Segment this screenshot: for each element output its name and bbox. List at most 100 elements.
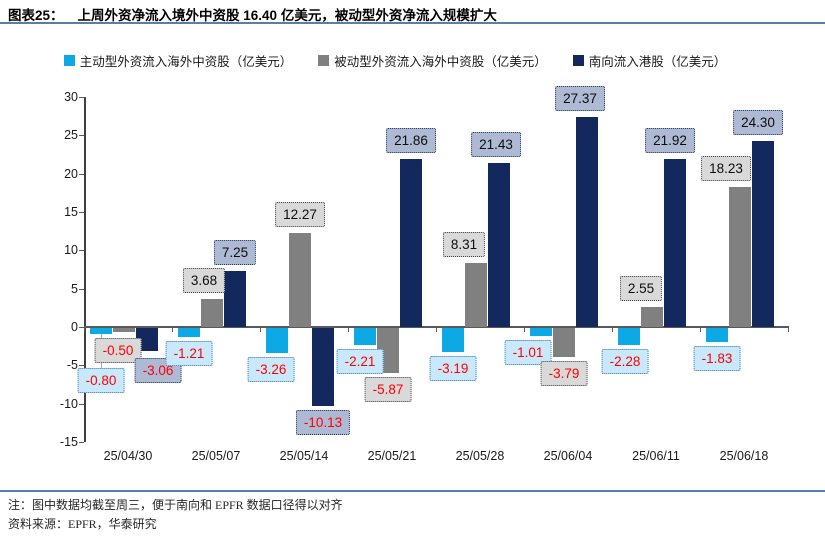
data-label-25/06/04-series0: -1.01 [504, 339, 552, 365]
data-label-25/05/21-series0: -2.21 [336, 348, 384, 374]
x-axis-category-label: 25/05/28 [455, 449, 505, 463]
bar-25/05/07-series0 [178, 328, 200, 338]
bar-25/06/04-series1 [553, 328, 575, 358]
bar-25/06/18-series2 [752, 140, 774, 327]
footer-divider [0, 490, 825, 492]
legend-swatch-icon [63, 55, 75, 66]
legend-item-1: 被动型外资流入海外中资股（亿美元） [318, 51, 547, 70]
x-axis-tick [700, 327, 701, 332]
bar-25/05/28-series0 [442, 328, 464, 353]
legend-swatch-icon [318, 55, 330, 66]
y-axis-tick-label: 0 [71, 320, 78, 334]
x-axis-category-label: 25/04/30 [103, 449, 153, 463]
legend-item-0: 主动型外资流入海外中资股（亿美元） [63, 51, 293, 70]
data-label-25/05/14-series0: -3.26 [247, 356, 295, 382]
data-label-25/05/14-series2: -10.13 [295, 409, 351, 435]
x-axis-tick [788, 327, 789, 332]
bar-25/06/04-series0 [530, 328, 552, 336]
data-label-25/06/04-series2: 27.37 [555, 86, 605, 112]
y-axis-tick [79, 97, 84, 99]
x-axis-tick [524, 327, 525, 332]
bar-25/05/07-series1 [201, 298, 223, 327]
data-label-25/06/18-series1: 18.23 [701, 156, 751, 182]
y-axis-tick-label: 10 [64, 243, 78, 258]
legend-label: 被动型外资流入海外中资股（亿美元） [334, 55, 547, 69]
bar-25/04/30-series1 [113, 328, 135, 332]
data-label-25/05/07-series1: 3.68 [182, 267, 226, 293]
y-axis-tick [79, 327, 84, 328]
x-axis-category-label: 25/06/18 [719, 449, 769, 463]
y-axis-tick-label: -5 [66, 358, 78, 373]
data-label-25/05/21-series1: -5.87 [364, 376, 412, 402]
legend-label: 主动型外资流入海外中资股（亿美元） [79, 55, 293, 69]
x-axis-category-label: 25/05/14 [279, 449, 329, 463]
data-label-25/04/30-series0: -0.80 [77, 368, 125, 394]
y-axis-tick [79, 288, 84, 290]
data-label-25/06/11-series2: 21.92 [645, 127, 695, 153]
bar-25/05/07-series2 [224, 271, 246, 327]
y-axis-tick [79, 212, 84, 213]
bar-25/06/11-series2 [664, 158, 686, 327]
data-label-25/05/14-series1: 12.27 [275, 201, 325, 227]
chart-note: 注：图中数据均截至周三，便于南向和 EPFR 数据口径得以对齐 [8, 498, 343, 512]
x-axis-tick [172, 327, 173, 332]
y-axis-tick [79, 250, 84, 252]
x-axis-category-label: 25/06/04 [543, 449, 593, 463]
legend-item-2: 南向流入港股（亿美元） [572, 51, 727, 70]
x-axis-tick [436, 327, 437, 332]
y-axis-tick-label: 15 [64, 205, 78, 219]
x-axis-tick [612, 327, 613, 332]
y-axis-tick-label: 30 [64, 90, 78, 105]
bar-25/06/11-series1 [641, 307, 663, 327]
bar-25/06/18-series0 [706, 328, 728, 343]
figure-title-text: 上周外资净流入境外中资股 16.40 亿美元，被动型外资净流入规模扩大 [77, 8, 497, 23]
bar-25/05/28-series2 [488, 162, 510, 327]
y-axis-tick-label: -15 [59, 434, 78, 449]
figure-number: 图表25： [8, 8, 64, 23]
chart-source: 资料来源：EPFR，华泰研究 [8, 517, 157, 531]
data-label-25/05/28-series0: -3.19 [429, 356, 477, 382]
bar-25/06/11-series0 [618, 328, 640, 346]
data-label-25/06/11-series0: -2.28 [601, 349, 649, 375]
data-label-25/05/21-series2: 21.86 [386, 128, 436, 154]
chart-legend: 主动型外资流入海外中资股（亿美元） 被动型外资流入海外中资股（亿美元） 南向流入港股… [0, 51, 790, 70]
y-axis-tick-label: -10 [59, 396, 78, 411]
x-axis-tick [348, 327, 349, 332]
y-axis-tick [79, 441, 84, 443]
bar-25/06/04-series2 [576, 117, 598, 327]
x-axis-category-label: 25/05/07 [191, 449, 241, 463]
bar-25/05/21-series0 [354, 328, 376, 345]
y-axis-tick [79, 173, 84, 175]
data-label-25/06/11-series1: 2.55 [619, 276, 663, 302]
y-axis-tick-label: 5 [71, 281, 78, 296]
figure-title: 图表25： 上周外资净流入境外中资股 16.40 亿美元，被动型外资净流入规模扩大 [8, 4, 497, 24]
data-label-25/05/07-series0: -1.21 [165, 341, 213, 367]
bar-25/06/18-series1 [729, 187, 751, 327]
bar-25/04/30-series2 [136, 328, 158, 352]
y-axis-tick-label: 25 [64, 128, 78, 143]
x-axis-category-label: 25/05/21 [367, 449, 417, 463]
data-label-25/05/07-series2: 7.25 [213, 240, 257, 266]
title-divider [0, 22, 825, 24]
bar-25/04/30-series0 [90, 328, 112, 335]
bar-25/05/14-series2 [312, 328, 334, 406]
data-label-25/06/04-series1: -3.79 [540, 361, 588, 387]
y-axis-line [84, 97, 86, 442]
y-axis-tick [79, 403, 84, 405]
y-axis-tick [79, 365, 84, 367]
data-label-25/05/28-series2: 21.43 [471, 131, 521, 157]
data-label-25/06/18-series0: -1.83 [693, 346, 741, 372]
bar-25/05/14-series0 [266, 328, 288, 353]
legend-label: 南向流入港股（亿美元） [588, 55, 727, 69]
data-label-25/04/30-series1: -0.50 [94, 337, 142, 363]
legend-swatch-icon [572, 55, 584, 66]
bar-25/05/28-series1 [465, 263, 487, 327]
bar-25/05/14-series1 [289, 232, 311, 327]
x-axis-line [84, 326, 789, 328]
x-axis-category-label: 25/06/11 [632, 449, 680, 463]
data-label-25/05/28-series1: 8.31 [442, 232, 486, 258]
x-axis-tick [260, 327, 261, 332]
x-axis-tick [84, 327, 85, 332]
